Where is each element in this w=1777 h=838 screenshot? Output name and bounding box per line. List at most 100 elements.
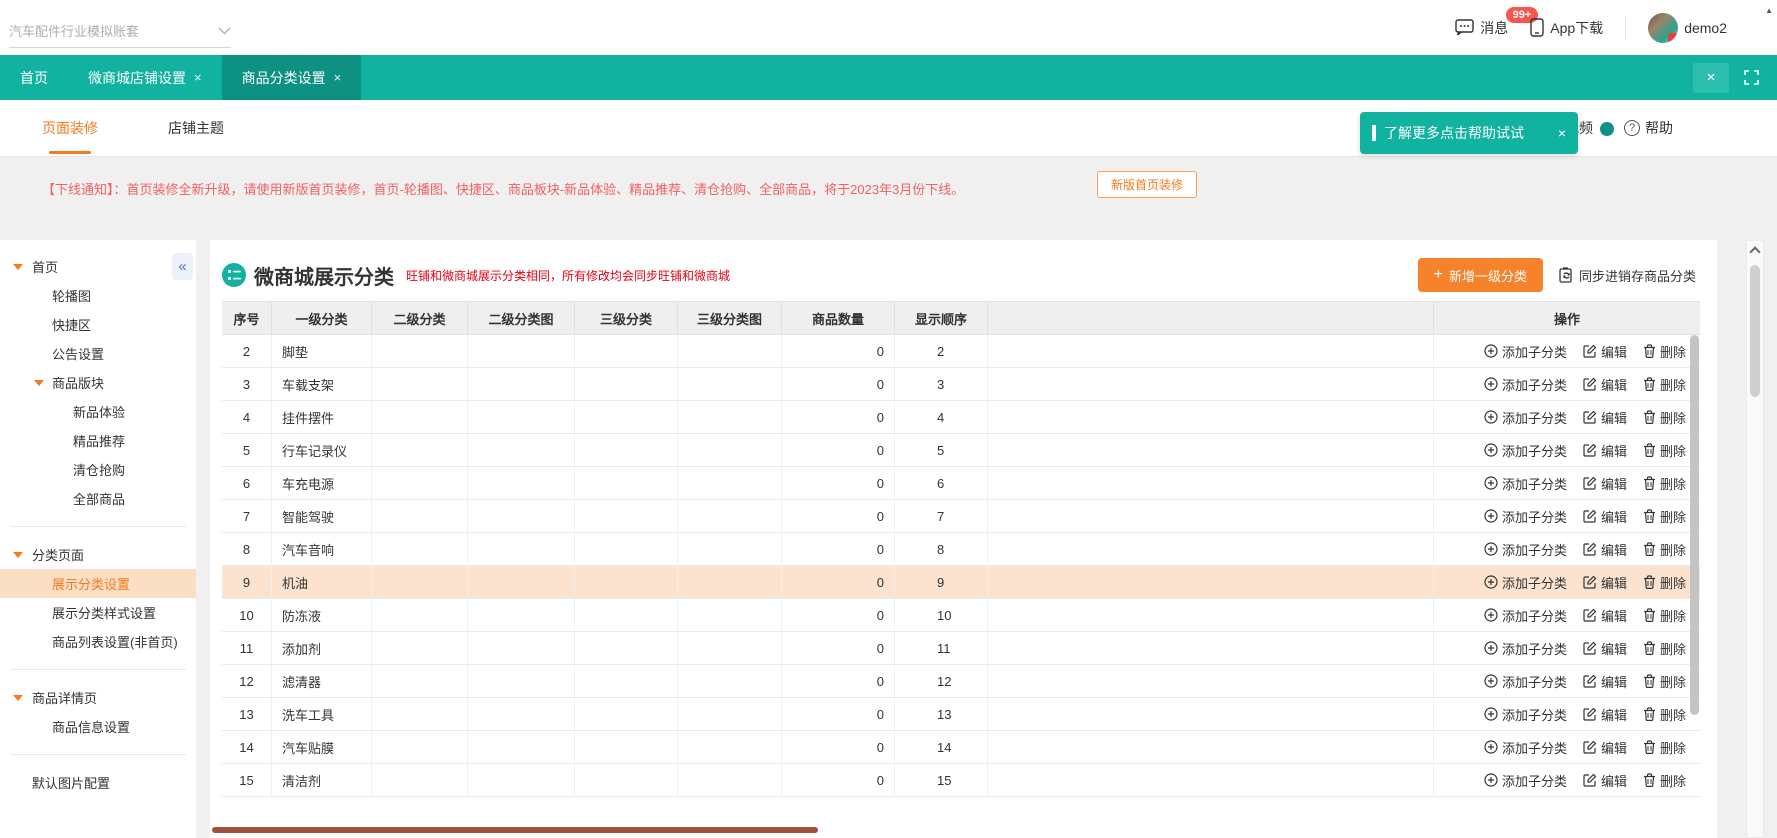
sidebar-item[interactable]: 商品详情页 bbox=[0, 683, 196, 712]
add-subcategory-link[interactable]: 添加子分类 bbox=[1484, 342, 1567, 361]
edit-link[interactable]: 编辑 bbox=[1583, 342, 1627, 361]
edit-link[interactable]: 编辑 bbox=[1583, 771, 1627, 790]
table-row[interactable]: 3 车载支架 0 3 添加子分类 编辑 删除 bbox=[222, 368, 1700, 401]
sidebar-item[interactable]: 快捷区 bbox=[0, 310, 196, 339]
edit-link[interactable]: 编辑 bbox=[1583, 474, 1627, 493]
table-row[interactable]: 11 添加剂 0 11 添加子分类 编辑 删除 bbox=[222, 632, 1700, 665]
sidebar-item[interactable]: 轮播图 bbox=[0, 281, 196, 310]
table-row[interactable]: 2 脚垫 0 2 添加子分类 编辑 删除 bbox=[222, 335, 1700, 368]
table-row[interactable]: 7 智能驾驶 0 7 添加子分类 编辑 删除 bbox=[222, 500, 1700, 533]
sidebar-item[interactable]: 精品推荐 bbox=[0, 426, 196, 455]
edit-link[interactable]: 编辑 bbox=[1583, 441, 1627, 460]
sidebar-item[interactable]: 默认图片配置 bbox=[0, 768, 196, 797]
sidebar-item[interactable]: 分类页面 bbox=[0, 540, 196, 569]
messages-button[interactable]: 消息 99+ bbox=[1455, 6, 1539, 38]
delete-link[interactable]: 删除 bbox=[1643, 375, 1686, 394]
sidebar-item[interactable]: 新品体验 bbox=[0, 397, 196, 426]
edit-link[interactable]: 编辑 bbox=[1583, 507, 1627, 526]
user-menu[interactable]: demo2 bbox=[1648, 12, 1727, 43]
close-icon[interactable]: × bbox=[333, 70, 342, 85]
edit-link[interactable]: 编辑 bbox=[1583, 672, 1627, 691]
horizontal-scrollbar-thumb[interactable] bbox=[212, 827, 818, 833]
app-download-button[interactable]: App下载 bbox=[1530, 18, 1603, 38]
edit-link[interactable]: 编辑 bbox=[1583, 375, 1627, 394]
add-subcategory-link[interactable]: 添加子分类 bbox=[1484, 441, 1567, 460]
add-subcategory-link[interactable]: 添加子分类 bbox=[1484, 705, 1567, 724]
table-row[interactable]: 15 清洁剂 0 15 添加子分类 编辑 删除 bbox=[222, 764, 1700, 797]
delete-link[interactable]: 删除 bbox=[1643, 606, 1686, 625]
table-scrollbar-thumb[interactable] bbox=[1690, 335, 1699, 715]
sidebar-item[interactable]: 商品信息设置 bbox=[0, 712, 196, 741]
edit-link[interactable]: 编辑 bbox=[1583, 738, 1627, 757]
add-subcategory-link[interactable]: 添加子分类 bbox=[1484, 375, 1567, 394]
edit-link[interactable]: 编辑 bbox=[1583, 606, 1627, 625]
delete-link[interactable]: 删除 bbox=[1643, 408, 1686, 427]
table-row[interactable]: 12 滤清器 0 12 添加子分类 编辑 删除 bbox=[222, 665, 1700, 698]
table-row[interactable]: 14 汽车贴膜 0 14 添加子分类 编辑 删除 bbox=[222, 731, 1700, 764]
tab-category-settings[interactable]: 商品分类设置 × bbox=[221, 55, 362, 100]
table-row[interactable]: 13 洗车工具 0 13 添加子分类 编辑 删除 bbox=[222, 698, 1700, 731]
sidebar-item[interactable]: 展示分类设置 bbox=[0, 569, 196, 598]
delete-link[interactable]: 删除 bbox=[1643, 705, 1686, 724]
sidebar-item[interactable]: 全部商品 bbox=[0, 484, 196, 513]
sidebar-item[interactable]: 首页 bbox=[0, 252, 196, 281]
add-subcategory-link[interactable]: 添加子分类 bbox=[1484, 771, 1567, 790]
delete-link[interactable]: 删除 bbox=[1643, 441, 1686, 460]
sidebar-collapse-button[interactable]: « bbox=[172, 253, 193, 280]
delete-link[interactable]: 删除 bbox=[1643, 573, 1686, 592]
delete-link[interactable]: 删除 bbox=[1643, 540, 1686, 559]
delete-link[interactable]: 删除 bbox=[1643, 738, 1686, 757]
table-row[interactable]: 5 行车记录仪 0 5 添加子分类 编辑 删除 bbox=[222, 434, 1700, 467]
close-icon[interactable]: × bbox=[1557, 125, 1566, 141]
fullscreen-button[interactable] bbox=[1733, 63, 1769, 93]
add-subcategory-link[interactable]: 添加子分类 bbox=[1484, 540, 1567, 559]
table-row[interactable]: 8 汽车音响 0 8 添加子分类 编辑 删除 bbox=[222, 533, 1700, 566]
page-scrollbar-thumb[interactable] bbox=[1750, 265, 1760, 397]
add-subcategory-link[interactable]: 添加子分类 bbox=[1484, 672, 1567, 691]
delete-link[interactable]: 删除 bbox=[1643, 639, 1686, 658]
table-row[interactable]: 6 车充电源 0 6 添加子分类 编辑 删除 bbox=[222, 467, 1700, 500]
edit-link[interactable]: 编辑 bbox=[1583, 573, 1627, 592]
account-select[interactable]: 汽车配件行业模拟账套 bbox=[9, 14, 231, 48]
add-subcategory-link[interactable]: 添加子分类 bbox=[1484, 474, 1567, 493]
help-button[interactable]: ? 帮助 bbox=[1624, 100, 1673, 156]
add-subcategory-link[interactable]: 添加子分类 bbox=[1484, 573, 1567, 592]
add-top-category-button[interactable]: + 新增一级分类 bbox=[1417, 258, 1543, 292]
tab-label: 商品分类设置 bbox=[241, 69, 326, 86]
delete-link[interactable]: 删除 bbox=[1643, 771, 1686, 790]
sidebar-item[interactable]: 展示分类样式设置 bbox=[0, 598, 196, 627]
scroll-up-arrow-icon[interactable] bbox=[1749, 246, 1761, 258]
subtab-page-decoration[interactable]: 页面装修 bbox=[42, 100, 98, 156]
add-subcategory-link[interactable]: 添加子分类 bbox=[1484, 639, 1567, 658]
edit-link[interactable]: 编辑 bbox=[1583, 705, 1627, 724]
subtab-store-theme[interactable]: 店铺主题 bbox=[168, 100, 224, 156]
delete-link[interactable]: 删除 bbox=[1643, 342, 1686, 361]
add-subcategory-link[interactable]: 添加子分类 bbox=[1484, 507, 1567, 526]
tab-home[interactable]: 首页 bbox=[0, 55, 68, 100]
edit-link[interactable]: 编辑 bbox=[1583, 540, 1627, 559]
page-scrollbar[interactable] bbox=[1746, 240, 1764, 838]
help-tooltip[interactable]: 了解更多点击帮助试试 × bbox=[1360, 112, 1578, 154]
tab-store-settings[interactable]: 微商城店铺设置 × bbox=[68, 55, 222, 100]
add-subcategory-link[interactable]: 添加子分类 bbox=[1484, 606, 1567, 625]
add-subcategory-link[interactable]: 添加子分类 bbox=[1484, 408, 1567, 427]
add-subcategory-link[interactable]: 添加子分类 bbox=[1484, 738, 1567, 757]
edit-link[interactable]: 编辑 bbox=[1583, 408, 1627, 427]
sidebar-item[interactable]: 商品列表设置(非首页) bbox=[0, 627, 196, 656]
sidebar-item[interactable]: 公告设置 bbox=[0, 339, 196, 368]
table-row[interactable]: 9 机油 0 9 添加子分类 编辑 删除 bbox=[222, 566, 1700, 599]
delete-link[interactable]: 删除 bbox=[1643, 672, 1686, 691]
close-icon[interactable]: × bbox=[194, 70, 202, 85]
table-row[interactable]: 10 防冻液 0 10 添加子分类 编辑 删除 bbox=[222, 599, 1700, 632]
scroll-up-arrow-icon[interactable]: ▲ bbox=[1765, 6, 1773, 15]
new-decoration-button[interactable]: 新版首页装修 bbox=[1097, 171, 1198, 198]
close-all-tabs-button[interactable]: × bbox=[1693, 62, 1729, 93]
edit-link[interactable]: 编辑 bbox=[1583, 639, 1627, 658]
delete-link[interactable]: 删除 bbox=[1643, 474, 1686, 493]
sidebar-item[interactable]: 清仓抢购 bbox=[0, 455, 196, 484]
sidebar-item[interactable]: 商品版块 bbox=[0, 368, 196, 397]
sync-categories-button[interactable]: 同步进销存商品分类 bbox=[1555, 258, 1700, 292]
delete-link[interactable]: 删除 bbox=[1643, 507, 1686, 526]
table-row[interactable]: 4 挂件摆件 0 4 添加子分类 编辑 删除 bbox=[222, 401, 1700, 434]
video-toggle[interactable]: 视频 bbox=[1565, 100, 1616, 156]
